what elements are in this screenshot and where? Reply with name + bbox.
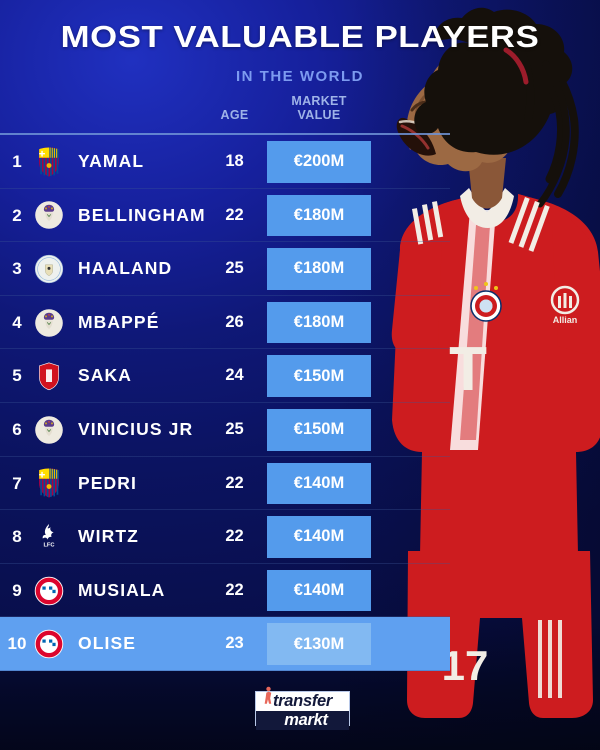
svg-text:LFC: LFC bbox=[43, 542, 54, 548]
svg-text:T: T bbox=[449, 335, 487, 404]
svg-text:Allian: Allian bbox=[553, 315, 578, 325]
